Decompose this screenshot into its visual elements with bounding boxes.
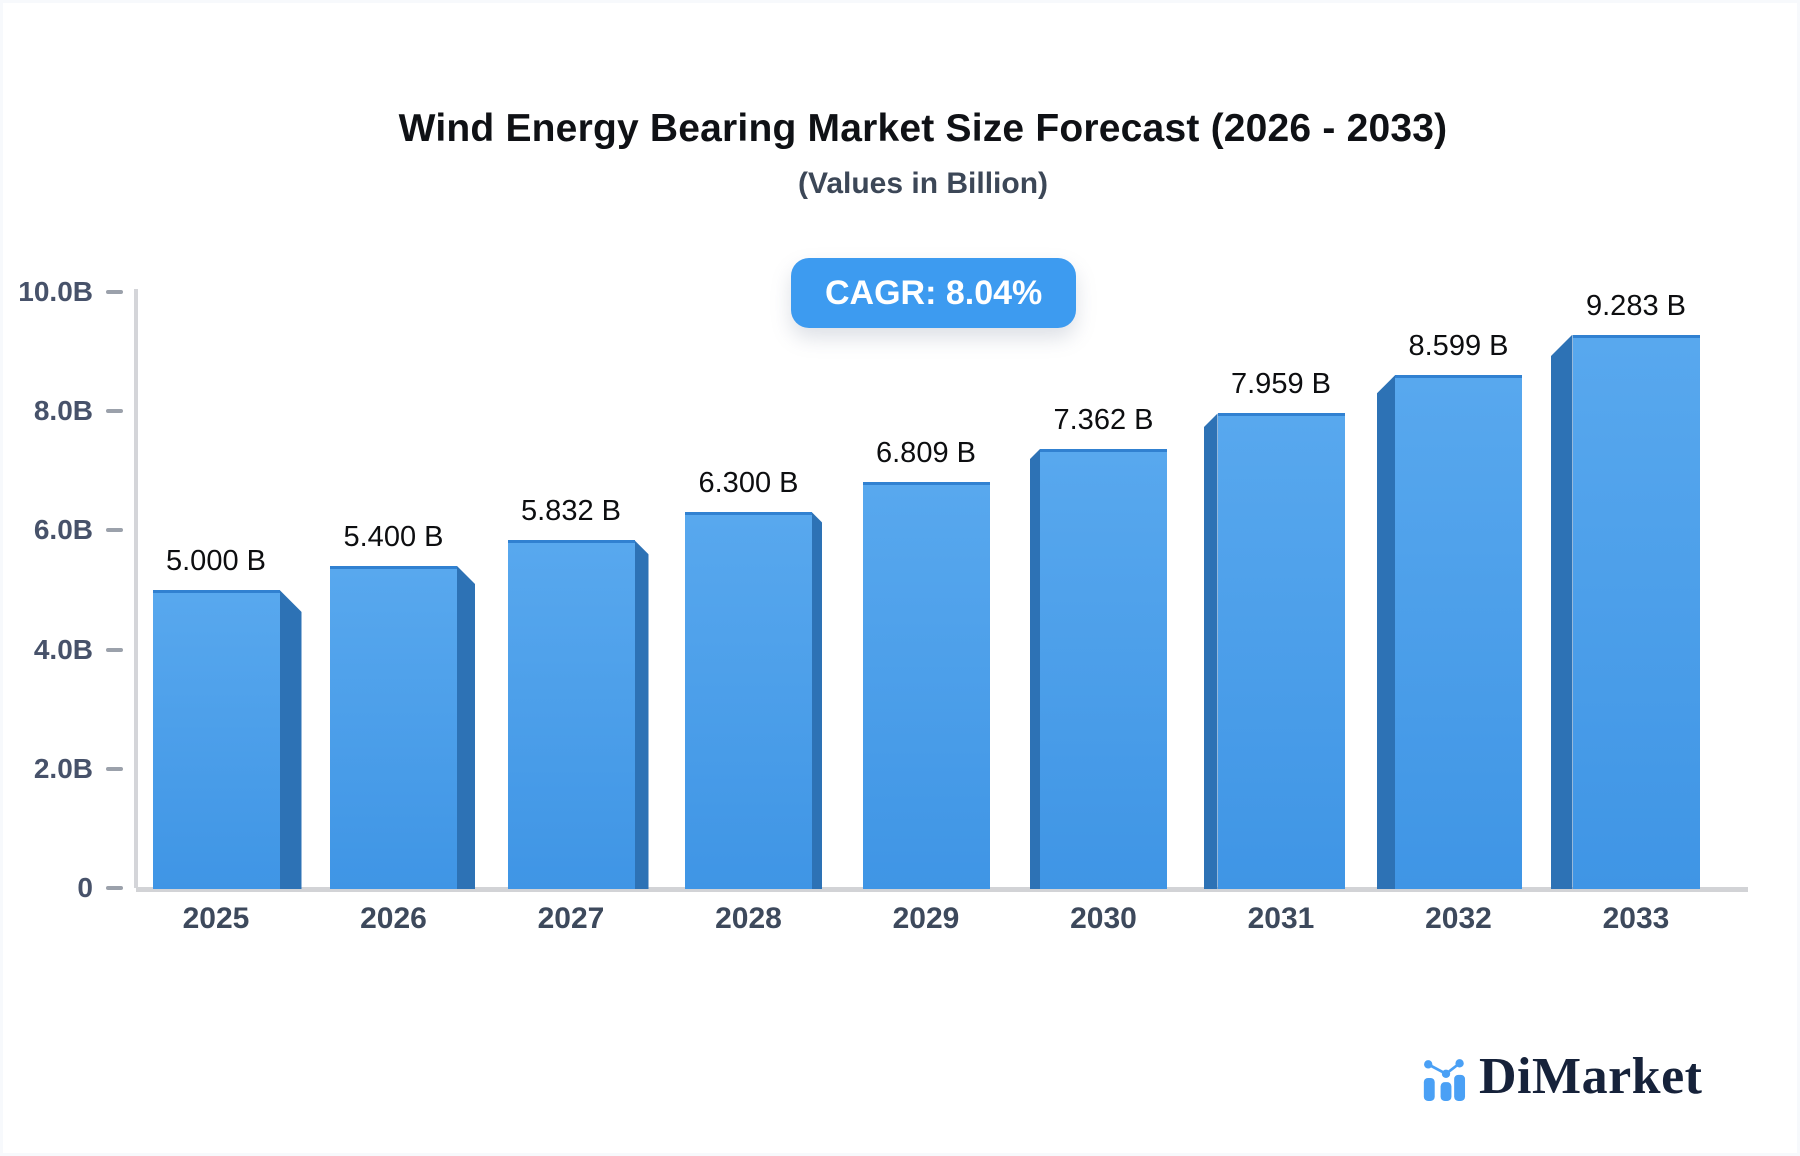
y-axis-tick [106,886,123,890]
x-axis-label: 2033 [1602,902,1670,935]
bar-value-label: 5.000 B [166,544,266,577]
y-axis-label: 0 [77,872,93,903]
bar-side-face [1550,334,1573,889]
chart-title: Wind Energy Bearing Market Size Forecast… [398,107,1448,150]
bar [152,589,280,889]
bar [1040,449,1167,889]
bar [330,566,457,889]
cagr-badge: CAGR: 8.04% [791,258,1077,328]
bar-value-label: 8.599 B [1408,330,1509,363]
y-axis-label: 4.0B [33,633,93,665]
bar-side-face [1203,413,1218,889]
logo: DiMarket [1423,1043,1702,1103]
y-axis-label: 2.0B [33,752,93,784]
x-axis-label: 2028 [715,902,782,935]
x-axis-label: 2027 [537,902,605,935]
logo-text: DiMarket [1479,1048,1703,1105]
x-axis-label: 2026 [360,902,427,935]
x-axis-label: 2025 [182,902,250,935]
bar-side-face [1030,449,1040,889]
y-axis-tick [106,647,123,652]
bar [507,540,635,889]
bar [862,482,990,889]
bar-value-label: 9.283 B [1586,289,1686,322]
x-axis-label: 2030 [1070,902,1137,935]
chart-subtitle: (Values in Billion) [797,167,1049,200]
y-axis-label: 10.0B [18,275,93,307]
y-axis-tick [106,528,123,533]
bar-value-label: 5.832 B [521,495,621,528]
bar-value-label: 6.809 B [876,437,976,469]
y-axis-tick [106,409,123,413]
bar [1572,334,1700,889]
bar-side-face [279,589,302,889]
y-axis-label: 8.0B [33,395,93,426]
x-axis-label: 2032 [1425,902,1492,935]
y-axis-tick [106,766,123,771]
bar-side-face [634,540,649,889]
bar [1217,413,1345,889]
bar-side-face [457,566,475,889]
bar-side-face [1377,375,1395,889]
y-axis-label: 6.0B [33,514,93,546]
bar-value-label: 7.362 B [1053,404,1154,437]
bar-value-label: 6.300 B [698,467,799,500]
bar [1395,375,1522,889]
bar [685,512,812,889]
bar-side-face [812,512,822,889]
bar-value-label: 5.400 B [343,521,444,554]
y-axis-tick [106,289,123,294]
bar-value-label: 7.959 B [1231,368,1331,401]
x-axis-label: 2029 [892,902,960,935]
mini-bar-chart-logo-icon [1423,1059,1466,1101]
x-axis-label: 2031 [1247,902,1315,935]
x-axis-baseline [136,887,1748,892]
y-axis-line [134,289,138,888]
